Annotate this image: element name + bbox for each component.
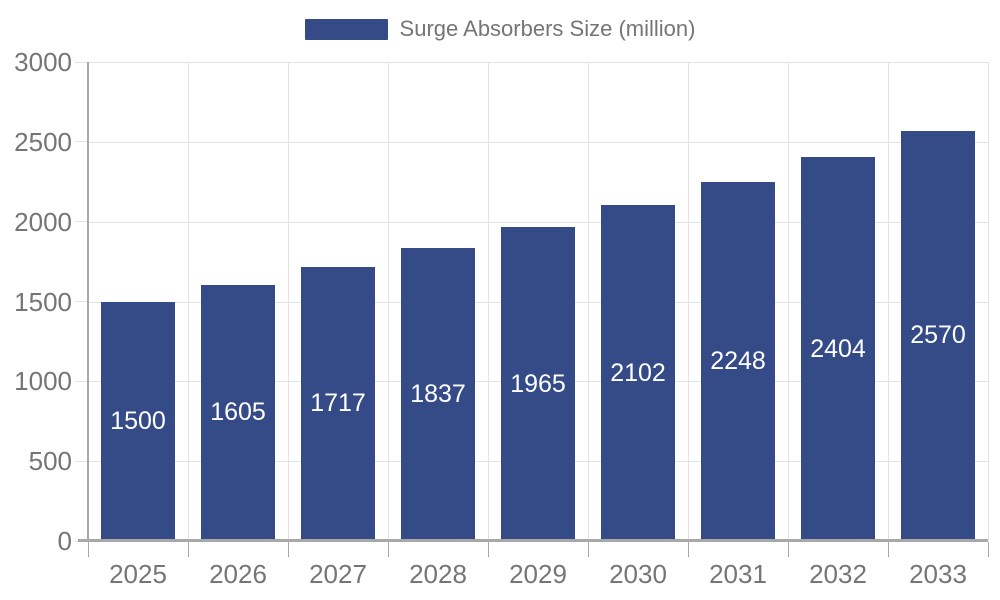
- h-gridline: [88, 141, 988, 143]
- v-gridline: [387, 62, 389, 541]
- y-axis-line: [87, 62, 89, 541]
- bar-value-label: 2570: [910, 321, 966, 350]
- x-axis-tick: [987, 542, 989, 557]
- y-axis-tick: [75, 460, 88, 462]
- v-gridline: [587, 62, 589, 541]
- h-gridline: [88, 221, 988, 223]
- x-tick-label: 2027: [309, 559, 367, 589]
- y-tick-label: 0: [57, 526, 72, 556]
- v-gridline: [687, 62, 689, 541]
- v-gridline: [487, 62, 489, 541]
- bar[interactable]: 2404: [801, 157, 875, 541]
- bar[interactable]: 1500: [101, 301, 175, 541]
- x-tick-label: 2031: [709, 559, 767, 589]
- bar[interactable]: 2570: [901, 130, 975, 541]
- x-axis-tick: [187, 542, 189, 557]
- v-gridline: [887, 62, 889, 541]
- y-tick-label: 2500: [14, 126, 72, 157]
- legend-label: Surge Absorbers Size (million): [399, 16, 696, 41]
- y-tick-label: 1500: [14, 286, 72, 317]
- x-axis-tick: [87, 542, 89, 557]
- v-gridline: [987, 62, 989, 541]
- legend-swatch-icon: [304, 18, 388, 40]
- bar[interactable]: 2102: [601, 205, 675, 541]
- bar-value-label: 1605: [210, 398, 266, 427]
- y-tick-label: 500: [28, 446, 72, 477]
- y-axis-tick: [75, 301, 88, 302]
- v-gridline: [287, 62, 289, 541]
- x-axis-tick: [787, 542, 789, 557]
- y-tick-label: 2000: [14, 206, 72, 237]
- bar[interactable]: 1605: [201, 284, 275, 541]
- bar-value-label: 1965: [510, 369, 566, 398]
- x-tick-label: 2026: [209, 559, 267, 589]
- bar-value-label: 2102: [610, 358, 666, 387]
- x-tick-label: 2032: [809, 559, 867, 589]
- x-axis-tick: [687, 542, 689, 557]
- bar[interactable]: 1965: [501, 227, 575, 541]
- v-gridline: [787, 62, 789, 541]
- x-tick-label: 2028: [409, 559, 467, 589]
- y-axis-tick: [75, 221, 88, 223]
- v-gridline: [187, 62, 189, 541]
- bar-value-label: 1837: [410, 379, 466, 408]
- bar-value-label: 2404: [810, 334, 866, 363]
- bar-value-label: 1717: [310, 389, 366, 418]
- y-axis-tick: [75, 380, 88, 382]
- bar[interactable]: 2248: [701, 182, 775, 541]
- x-axis-tick: [287, 542, 289, 557]
- x-tick-label: 2025: [109, 559, 167, 589]
- y-axis-tick: [75, 61, 88, 63]
- bar[interactable]: 1837: [401, 247, 475, 541]
- plot-area: 0 500 1000 1500 2000 2500 3000 1500 2025 1605 2026…: [14, 49, 989, 587]
- bar-value-label: 1500: [110, 406, 166, 435]
- h-gridline: [88, 62, 988, 63]
- x-axis-tick: [387, 542, 389, 557]
- y-tick-label: 3000: [14, 47, 72, 77]
- x-axis-line: [78, 539, 988, 542]
- bar[interactable]: 1717: [301, 266, 375, 541]
- y-axis-tick: [75, 141, 88, 143]
- x-axis-tick: [887, 542, 889, 557]
- legend-item[interactable]: Surge Absorbers Size (million): [0, 18, 1000, 40]
- bar-value-label: 2248: [710, 347, 766, 376]
- x-axis-tick: [487, 542, 489, 557]
- x-tick-label: 2029: [509, 559, 567, 589]
- x-axis-tick: [587, 542, 589, 557]
- x-tick-label: 2030: [609, 559, 667, 589]
- x-tick-label: 2033: [909, 559, 967, 589]
- y-tick-label: 1000: [14, 366, 72, 397]
